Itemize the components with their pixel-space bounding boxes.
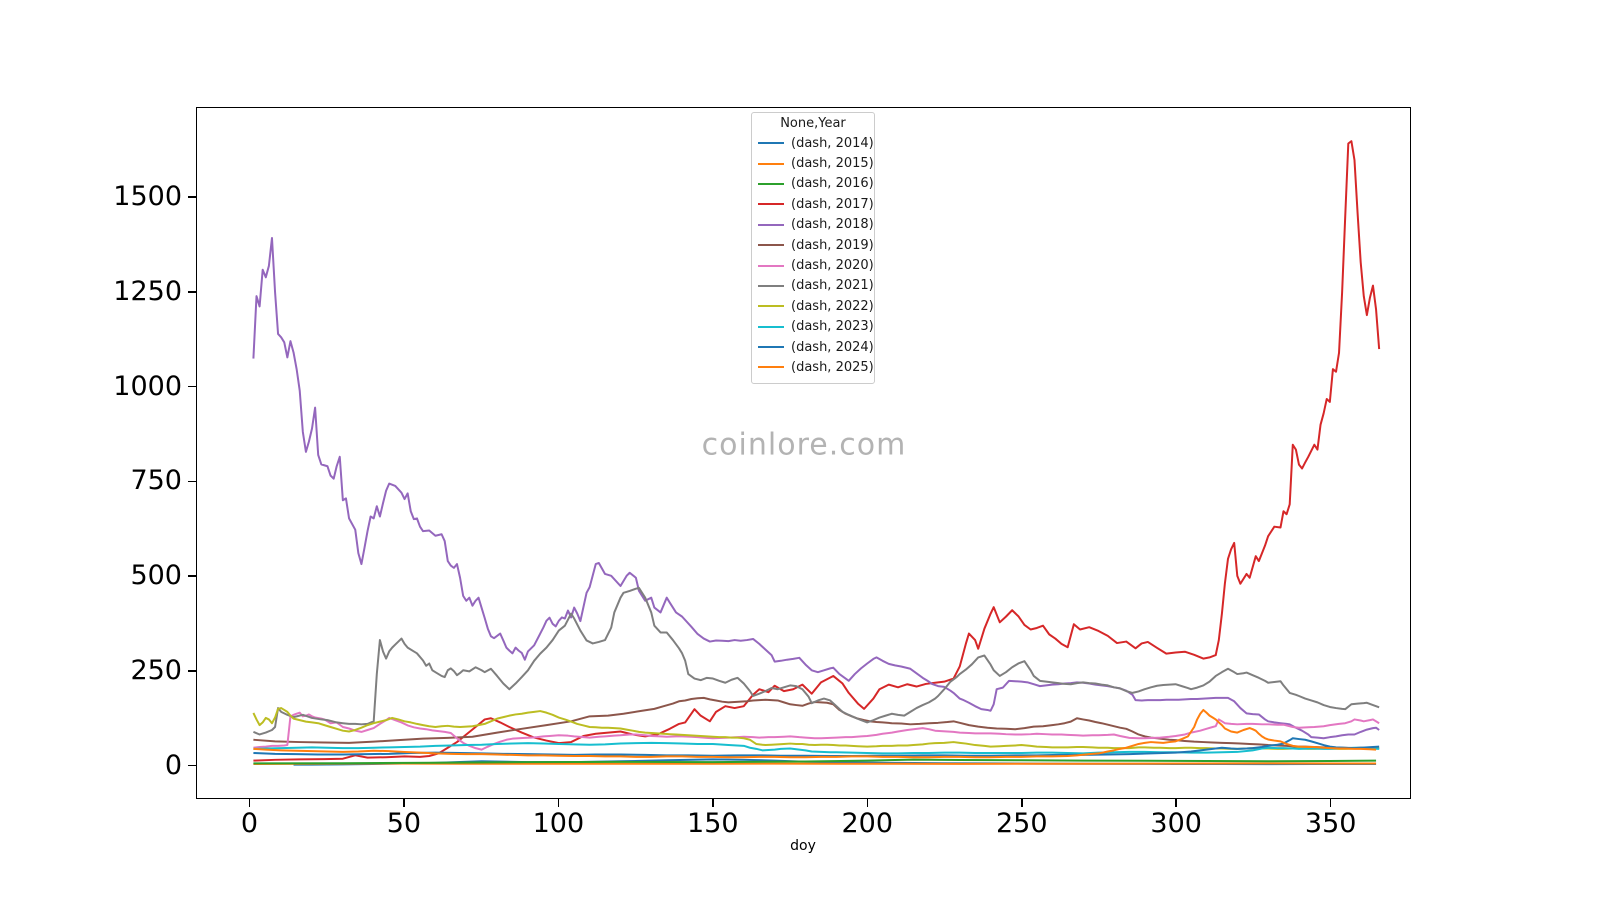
legend-swatch-line-icon [758, 325, 784, 328]
x-tick-mark [712, 799, 714, 807]
series-line--dash--2019- [253, 696, 1380, 750]
legend-swatch-line-icon [758, 305, 784, 308]
legend-entry: (dash, 2025) [758, 357, 874, 377]
series-line--dash--2023- [253, 741, 1380, 755]
legend-entry-label: (dash, 2018) [791, 217, 874, 233]
x-tick-label: 300 [1150, 808, 1202, 839]
legend-entry-label: (dash, 2017) [791, 196, 874, 212]
plot-area: coinlore.com [196, 107, 1411, 799]
legend-entry: (dash, 2017) [758, 194, 874, 214]
y-tick-mark [188, 670, 196, 672]
legend-swatch-line-icon [758, 142, 784, 145]
line-chart-canvas [252, 140, 1381, 766]
x-tick-label: 250 [995, 808, 1048, 839]
x-tick-label: 100 [532, 808, 585, 839]
y-tick-label: 500 [130, 560, 182, 592]
legend-entry-label: (dash, 2019) [791, 237, 874, 253]
x-tick-mark [248, 799, 251, 807]
watermark: coinlore.com [701, 427, 907, 463]
legend-swatch-line-icon [758, 203, 784, 206]
series-line--dash--2022- [252, 707, 1380, 750]
y-tick-mark [188, 764, 196, 767]
legend-entry-label: (dash, 2021) [791, 278, 874, 294]
legend-swatch-line-icon [758, 264, 784, 267]
series-line--dash--2018- [252, 237, 1380, 740]
legend-entry: (dash, 2018) [758, 215, 874, 235]
y-tick-mark [188, 291, 196, 293]
series-line--dash--2017- [253, 140, 1381, 762]
legend-box: None,Year (dash, 2014) (dash, 2015) (dash,… [751, 112, 875, 384]
y-tick-mark [188, 385, 196, 388]
y-tick-mark [188, 480, 196, 483]
legend-entry: (dash, 2014) [758, 133, 874, 153]
y-tick-mark [188, 196, 196, 198]
legend-entry: (dash, 2020) [758, 255, 874, 275]
x-tick-mark [1021, 799, 1023, 807]
y-tick-label: 1000 [113, 370, 182, 402]
legend-entry-label: (dash, 2024) [791, 339, 874, 355]
legend-entry-label: (dash, 2014) [791, 135, 874, 151]
legend-swatch-line-icon [758, 162, 784, 165]
x-tick-mark [403, 799, 405, 807]
series-line--dash--2025- [253, 708, 1377, 759]
series-line--dash--2016- [253, 758, 1377, 765]
legend-swatch-line-icon [758, 284, 784, 287]
x-axis-label: doy [790, 838, 816, 854]
legend-swatch-line-icon [758, 366, 784, 369]
legend-entries: (dash, 2014) (dash, 2015) (dash, 2016) (das… [758, 133, 874, 378]
legend-entry: (dash, 2019) [758, 235, 874, 255]
x-tick-mark [1329, 799, 1332, 807]
legend-entry: (dash, 2023) [758, 317, 874, 337]
legend-entry-label: (dash, 2016) [791, 176, 874, 192]
x-tick-mark [866, 799, 869, 807]
x-tick-mark [557, 799, 560, 807]
y-tick-mark [188, 575, 196, 577]
legend-entry-label: (dash, 2015) [791, 156, 874, 172]
y-tick-label: 1500 [113, 181, 182, 213]
legend-entry-label: (dash, 2020) [791, 258, 874, 274]
legend-swatch-line-icon [758, 244, 784, 247]
legend-title: None,Year [780, 116, 846, 131]
legend-entry-label: (dash, 2025) [791, 359, 874, 375]
y-tick-label: 1250 [113, 275, 182, 307]
legend-entry: (dash, 2022) [758, 296, 874, 316]
legend-swatch-line-icon [758, 182, 784, 185]
legend-swatch-line-icon [758, 223, 784, 226]
x-tick-mark [1175, 799, 1177, 807]
y-tick-label: 250 [130, 654, 182, 686]
legend-entry: (dash, 2021) [758, 276, 874, 296]
legend-entry-label: (dash, 2022) [791, 298, 874, 314]
legend-entry-label: (dash, 2023) [791, 319, 874, 335]
legend-entry: (dash, 2016) [758, 174, 874, 194]
x-tick-label: 150 [687, 808, 739, 839]
x-tick-label: 200 [841, 808, 894, 839]
legend-entry: (dash, 2015) [758, 153, 874, 173]
x-tick-label: 0 [240, 808, 259, 839]
x-tick-label: 50 [386, 808, 422, 839]
legend-swatch-line-icon [758, 346, 784, 349]
x-tick-label: 350 [1304, 808, 1357, 839]
series-line--dash--2021- [253, 586, 1380, 736]
legend-entry: (dash, 2024) [758, 337, 874, 357]
y-tick-label: 750 [130, 465, 182, 497]
y-tick-label: 0 [164, 749, 182, 781]
